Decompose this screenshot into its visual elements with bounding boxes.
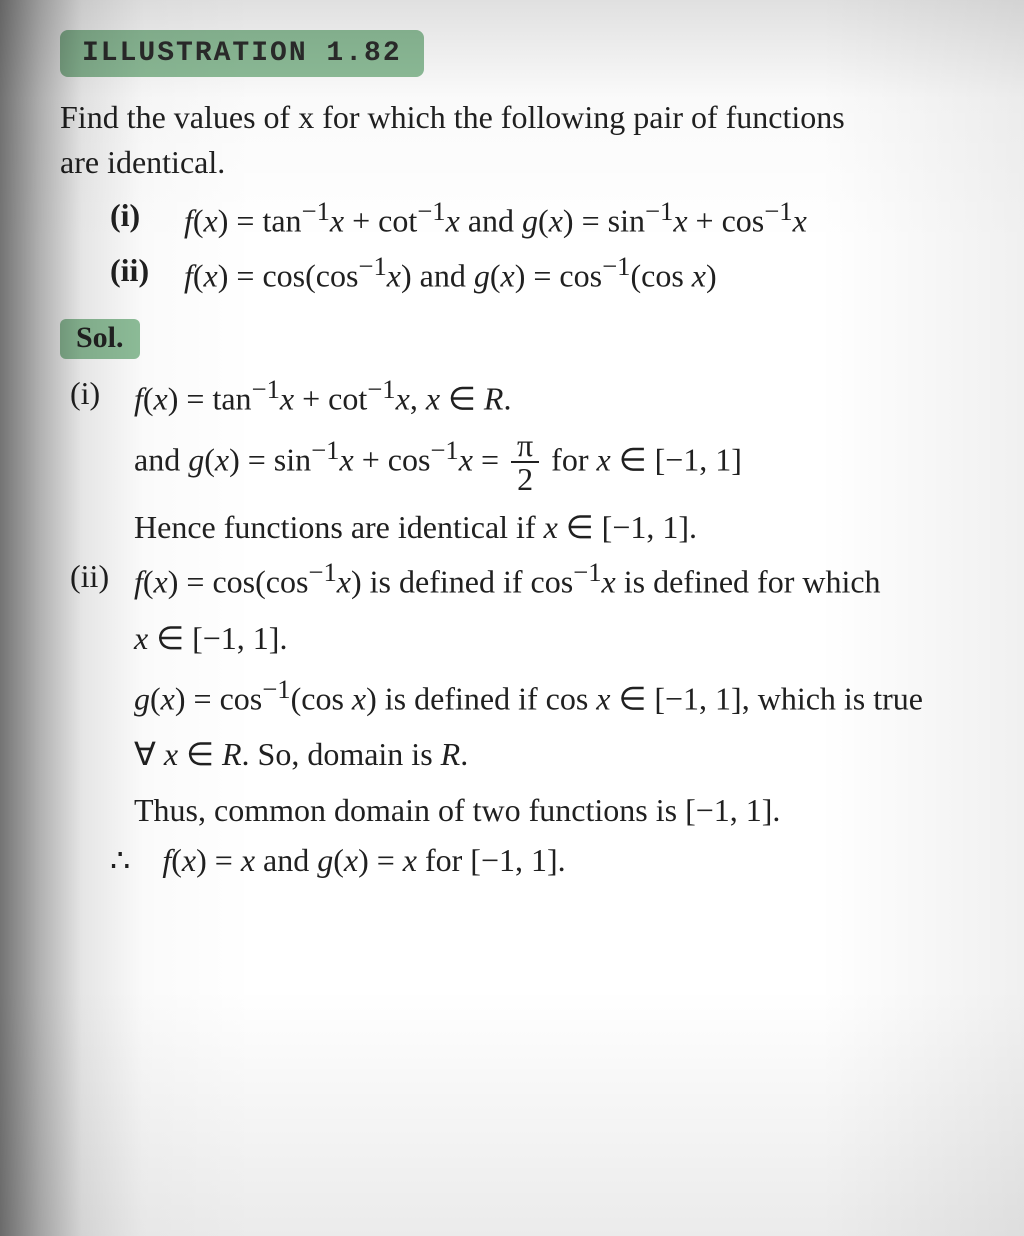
textbook-page: ILLUSTRATION 1.82 Find the values of x f… — [0, 0, 1024, 1236]
solution-line: Thus, common domain of two functions is … — [134, 786, 923, 836]
question-list: (i) f(x) = tan−1x + cot−1x and g(x) = si… — [60, 191, 984, 302]
conclusion-line: ∴ f(x) = x and g(x) = x for [−1, 1]. — [60, 836, 984, 886]
solution-item-i: (i) f(x) = tan−1x + cot−1x, x ∈ R. and g… — [70, 369, 984, 552]
solution-line: x ∈ [−1, 1]. — [134, 614, 923, 664]
solution-body: f(x) = tan−1x + cot−1x, x ∈ R. and g(x) … — [134, 369, 742, 552]
solution-line: Hence functions are identical if x ∈ [−1… — [134, 503, 742, 553]
question-item-i: (i) f(x) = tan−1x + cot−1x and g(x) = si… — [110, 191, 984, 246]
solution-list: (i) f(x) = tan−1x + cot−1x, x ∈ R. and g… — [60, 369, 984, 835]
item-content: f(x) = tan−1x + cot−1x and g(x) = sin−1x… — [184, 191, 807, 246]
item-marker: (i) — [70, 369, 120, 552]
solution-item-ii: (ii) f(x) = cos(cos−1x) is defined if co… — [70, 552, 984, 835]
solution-body: f(x) = cos(cos−1x) is defined if cos−1x … — [134, 552, 923, 835]
solution-line: f(x) = cos(cos−1x) is defined if cos−1x … — [134, 552, 923, 607]
solution-line: f(x) = tan−1x + cot−1x, x ∈ R. — [134, 369, 742, 424]
solution-line: ∀ x ∈ R. So, domain is R. — [134, 730, 923, 780]
item-marker: (ii) — [110, 246, 170, 301]
question-item-ii: (ii) f(x) = cos(cos−1x) and g(x) = cos−1… — [110, 246, 984, 301]
illustration-badge: ILLUSTRATION 1.82 — [60, 30, 424, 77]
prompt-line-1: Find the values of x for which the follo… — [60, 99, 845, 135]
prompt-line-2: are identical. — [60, 144, 225, 180]
item-marker: (ii) — [70, 552, 120, 835]
solution-line: and g(x) = sin−1x + cos−1x = π2 for x ∈ … — [134, 430, 742, 496]
question-prompt: Find the values of x for which the follo… — [60, 95, 984, 185]
solution-badge: Sol. — [60, 319, 140, 359]
item-marker: (i) — [110, 191, 170, 246]
item-content: f(x) = cos(cos−1x) and g(x) = cos−1(cos … — [184, 246, 717, 301]
solution-line: g(x) = cos−1(cos x) is defined if cos x … — [134, 669, 923, 724]
